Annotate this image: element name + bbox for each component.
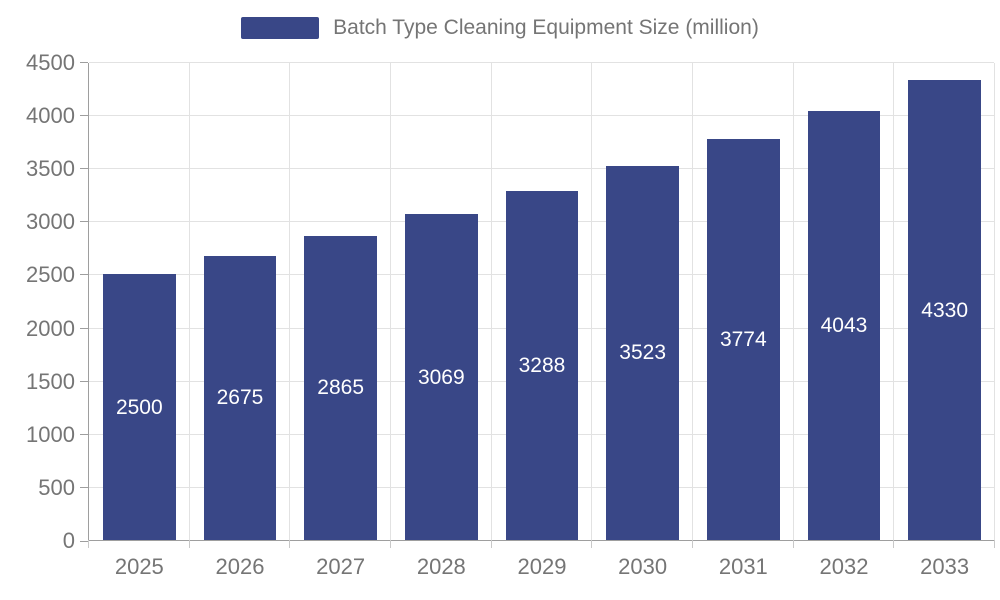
- bar-value-label: 2865: [317, 376, 365, 400]
- gridline-vertical: [893, 63, 895, 540]
- bar-value-label: 4330: [921, 298, 969, 322]
- gridline-vertical: [692, 63, 693, 540]
- y-axis-tick: [80, 486, 88, 488]
- x-axis-tick: [390, 540, 391, 548]
- x-axis-tick: [188, 540, 190, 548]
- y-axis-tick-label: 3500: [26, 156, 75, 182]
- y-axis-tick-label: 2000: [26, 315, 75, 341]
- x-axis-tick-label: 2026: [215, 554, 265, 579]
- y-axis-tick: [80, 168, 88, 170]
- legend-label: Batch Type Cleaning Equipment Size (mill…: [333, 16, 759, 39]
- y-axis-tick: [80, 433, 88, 435]
- plot-area: 0 500 1000 1500 2000 2500 3000 3500 4000 4500 2500…: [26, 50, 995, 579]
- gridline-vertical: [188, 63, 190, 540]
- gridline-vertical: [289, 63, 291, 540]
- y-axis-tick: [80, 274, 88, 276]
- bar[interactable]: 3288: [505, 190, 579, 540]
- y-axis-tick-label: 500: [38, 474, 75, 500]
- x-axis-tick-label: 2033: [920, 554, 970, 579]
- gridline-horizontal: [89, 62, 994, 63]
- gridline-vertical: [994, 63, 995, 540]
- x-axis-tick: [289, 540, 291, 548]
- y-axis-tick: [80, 541, 88, 542]
- y-axis-tick-label: 1000: [26, 421, 75, 447]
- y-axis-tick: [80, 327, 88, 329]
- bar-value-label: 2675: [216, 386, 264, 410]
- x-axis-tick-label: 2025: [114, 554, 164, 579]
- y-axis-tick-label: 0: [62, 528, 75, 553]
- bar-value-label: 2500: [115, 395, 163, 419]
- x-axis-tick-label: 2030: [618, 554, 668, 579]
- y-axis-tick: [80, 62, 88, 63]
- x-axis-tick-label: 2032: [819, 554, 869, 579]
- x-axis-tick: [692, 540, 693, 548]
- bar[interactable]: 3069: [405, 214, 478, 540]
- x-axis-tick-label: 2027: [316, 554, 366, 579]
- y-axis-tick-label: 3000: [26, 209, 75, 235]
- gridline-vertical: [792, 63, 794, 540]
- y-axis-tick: [80, 115, 88, 117]
- y-axis-tick: [80, 380, 88, 382]
- bar[interactable]: 3774: [707, 139, 780, 540]
- y-axis-tick-label: 4000: [26, 103, 75, 129]
- x-axis-tick: [88, 540, 89, 548]
- x-axis-tick-label: 2031: [718, 554, 768, 579]
- y-axis-tick: [80, 221, 88, 223]
- legend: Batch Type Cleaning Equipment Size (mill…: [0, 16, 1000, 40]
- bar-value-label: 3523: [619, 341, 667, 365]
- gridline-vertical: [390, 63, 391, 540]
- legend-swatch-icon: [241, 17, 320, 39]
- bar[interactable]: 4330: [908, 80, 981, 540]
- bar[interactable]: 2675: [203, 255, 277, 540]
- bar[interactable]: 3523: [606, 165, 679, 540]
- bar-value-label: 3069: [417, 365, 465, 389]
- y-axis-tick-label: 1500: [26, 368, 75, 394]
- gridline-vertical: [490, 63, 492, 540]
- gridline-horizontal: [89, 115, 994, 117]
- gridline-horizontal: [89, 168, 994, 170]
- gridline-vertical: [591, 63, 593, 540]
- bar[interactable]: 4043: [807, 110, 881, 540]
- legend-item-series[interactable]: Batch Type Cleaning Equipment Size (mill…: [241, 16, 759, 40]
- x-axis-tick: [490, 540, 492, 548]
- x-axis-tick: [994, 540, 995, 548]
- bar-value-label: 3774: [719, 328, 767, 352]
- x-axis-tick: [893, 540, 895, 548]
- x-axis-tick-label: 2029: [517, 554, 567, 579]
- y-axis-tick-label: 2500: [26, 262, 75, 288]
- y-axis-tick-label: 4500: [26, 50, 75, 75]
- x-axis-tick: [792, 540, 794, 548]
- bar[interactable]: 2500: [103, 274, 176, 540]
- x-axis-tick-label: 2028: [416, 554, 466, 579]
- x-axis-tick: [591, 540, 593, 548]
- bar[interactable]: 2865: [304, 235, 377, 540]
- bar-value-label: 3288: [518, 353, 566, 377]
- bar-value-label: 4043: [820, 313, 868, 337]
